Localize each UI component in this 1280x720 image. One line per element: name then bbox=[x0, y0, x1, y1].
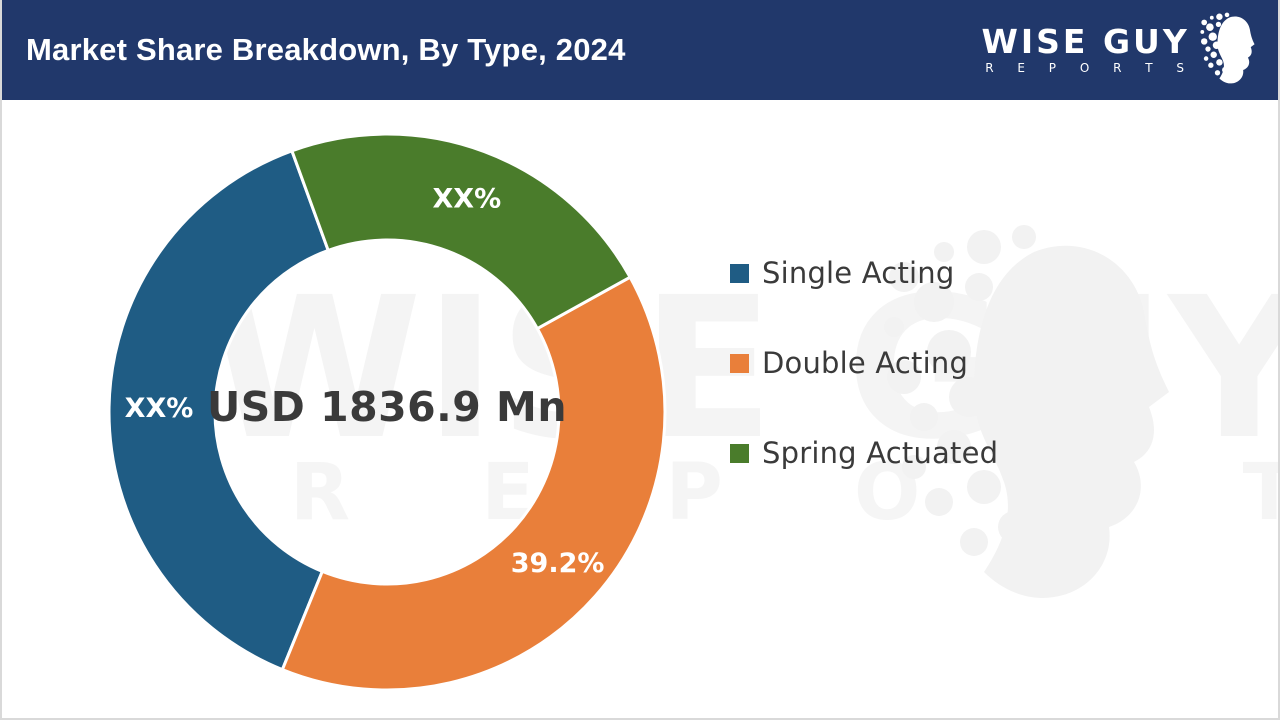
logo-wordmark: WISE GUY bbox=[981, 21, 1190, 61]
donut-slice bbox=[280, 275, 667, 692]
brand-logo: WISE GUY R E P O R T S bbox=[977, 12, 1256, 88]
header: Market Share Breakdown, By Type, 2024 WI… bbox=[2, 0, 1278, 100]
logo-face-icon bbox=[1198, 12, 1256, 88]
legend-swatch bbox=[730, 443, 749, 463]
slice-label: XX% bbox=[125, 393, 194, 424]
legend-swatch bbox=[730, 353, 749, 373]
slice-label: 39.2% bbox=[511, 548, 605, 579]
donut-slice bbox=[107, 149, 330, 672]
donut-slice bbox=[290, 132, 632, 331]
legend: Single Acting Double Acting Spring Actuate… bbox=[730, 256, 999, 470]
page-title: Market Share Breakdown, By Type, 2024 bbox=[26, 32, 626, 67]
logo-subtitle: R E P O R T S bbox=[985, 61, 1194, 76]
legend-item: Spring Actuated bbox=[730, 436, 999, 470]
legend-item: Double Acting bbox=[730, 346, 998, 380]
legend-label: Single Acting bbox=[762, 256, 955, 290]
legend-label: Spring Actuated bbox=[762, 436, 999, 470]
legend-label: Double Acting bbox=[762, 346, 969, 380]
legend-swatch bbox=[730, 263, 749, 283]
chart-center-value: USD 1836.9 Mn bbox=[206, 383, 568, 431]
slice-label: XX% bbox=[432, 183, 501, 214]
legend-item: Single Acting bbox=[730, 256, 998, 290]
